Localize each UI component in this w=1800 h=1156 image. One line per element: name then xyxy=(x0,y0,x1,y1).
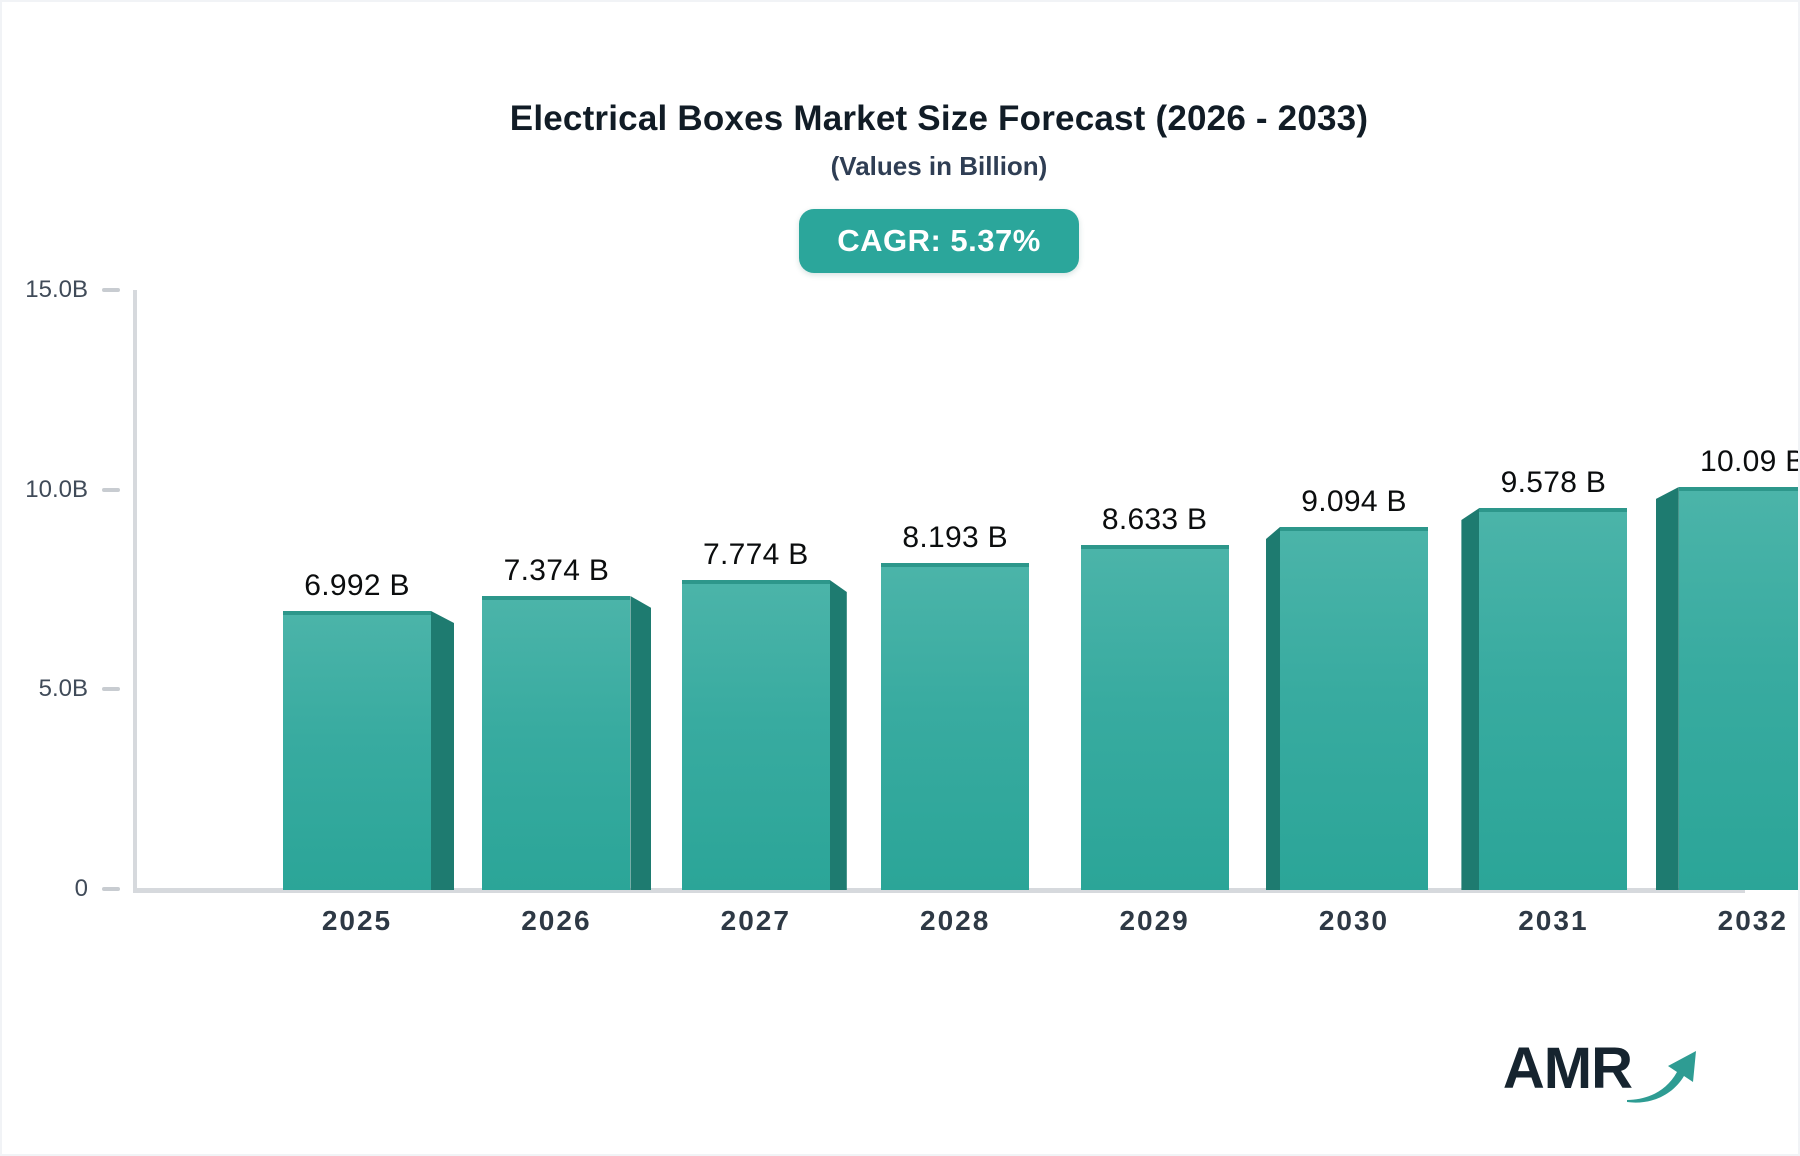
logo-text: AMR xyxy=(1502,1036,1633,1101)
x-axis-label-2025: 2025 xyxy=(321,905,393,936)
bar-3d-side xyxy=(1266,527,1280,890)
x-axis-label-2029: 2029 xyxy=(1119,905,1190,936)
bar-value-label: 9.094 B xyxy=(1301,485,1407,518)
cagr-badge: CAGR: 5.37% xyxy=(799,209,1079,273)
chart-title: Electrical Boxes Market Size Forecast (2… xyxy=(509,99,1369,138)
x-axis-label-2032: 2032 xyxy=(1717,905,1788,936)
x-axis-label-2030: 2030 xyxy=(1318,905,1390,936)
bar-2031: 9.578 B xyxy=(1461,466,1628,890)
y-axis-line xyxy=(133,290,137,892)
bar-2029: 8.633 B xyxy=(1080,503,1229,890)
bar-2032: 10.09 B xyxy=(1655,445,1798,890)
y-tick-mark xyxy=(102,288,120,292)
x-axis-line xyxy=(133,888,1745,893)
plot-area: 6.992 B 2025 7.374 B 2026 7.774 B 2027 8.193 B… xyxy=(133,290,1798,936)
bar-value-label: 7.374 B xyxy=(503,554,610,587)
y-tick-label: 5.0B xyxy=(38,675,88,703)
bar-2025: 6.992 B xyxy=(283,569,454,890)
bar-3d-side xyxy=(1655,487,1679,890)
y-tick-mark xyxy=(102,487,120,492)
bar-2030: 9.094 B xyxy=(1266,485,1428,890)
bar-face xyxy=(482,596,631,890)
bar-value-label: 10.09 B xyxy=(1700,445,1800,478)
bar-face xyxy=(1080,545,1229,890)
x-axis-label-2027: 2027 xyxy=(720,905,791,936)
bar-face xyxy=(881,563,1030,890)
y-tick-mark xyxy=(102,687,120,692)
amr-logo: AMR xyxy=(1503,1040,1702,1108)
bar-face xyxy=(283,611,431,890)
bar-face xyxy=(681,580,830,890)
y-tick-label: 10.0B xyxy=(25,475,88,503)
bar-value-label: 9.578 B xyxy=(1500,466,1607,499)
bar-face xyxy=(1479,508,1628,890)
y-tick-label: 0 xyxy=(74,875,88,902)
bar-3d-side xyxy=(431,611,454,890)
bar-face xyxy=(1280,527,1428,890)
bar-3d-side xyxy=(829,580,847,890)
bar-value-label: 7.774 B xyxy=(703,538,809,571)
bar-3d-side xyxy=(630,596,652,890)
x-axis-label-2028: 2028 xyxy=(920,905,991,936)
bar-face xyxy=(1678,487,1798,890)
bar-2027: 7.774 B xyxy=(681,538,847,890)
bar-2028: 8.193 B xyxy=(881,521,1030,890)
bar-3d-side xyxy=(1461,508,1480,890)
chart-subtitle: (Values in Billion) xyxy=(830,151,1048,181)
y-tick-mark xyxy=(102,887,120,891)
y-tick-label: 15.0B xyxy=(25,276,88,303)
growth-arrow-icon xyxy=(1627,1051,1696,1103)
bar-value-label: 6.992 B xyxy=(304,569,410,602)
x-axis-label-2031: 2031 xyxy=(1518,905,1589,936)
bar-value-label: 8.193 B xyxy=(902,521,1008,554)
bar-value-label: 8.633 B xyxy=(1101,503,1208,536)
chart-header: Electrical Boxes Market Size Forecast (2… xyxy=(133,97,1745,273)
x-axis-label-2026: 2026 xyxy=(521,905,592,936)
bar-2026: 7.374 B xyxy=(482,554,652,890)
